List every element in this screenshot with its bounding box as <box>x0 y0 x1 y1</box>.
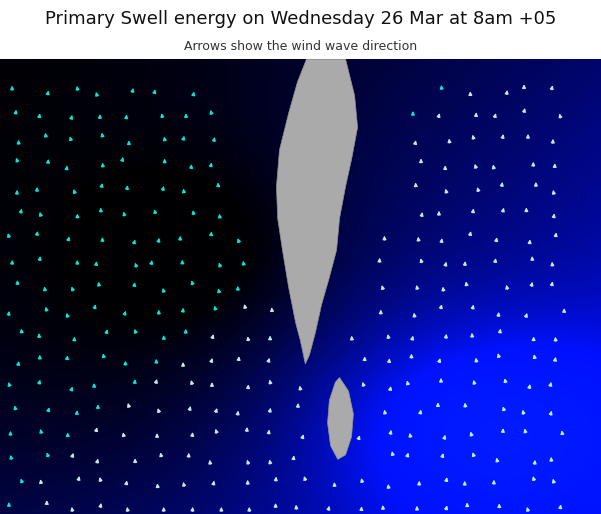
Text: Primary Swell energy on Wednesday 26 Mar at 8am +05: Primary Swell energy on Wednesday 26 Mar… <box>45 10 556 28</box>
Text: Arrows show the wind wave direction: Arrows show the wind wave direction <box>184 40 417 52</box>
Polygon shape <box>276 59 358 364</box>
Polygon shape <box>328 377 353 460</box>
